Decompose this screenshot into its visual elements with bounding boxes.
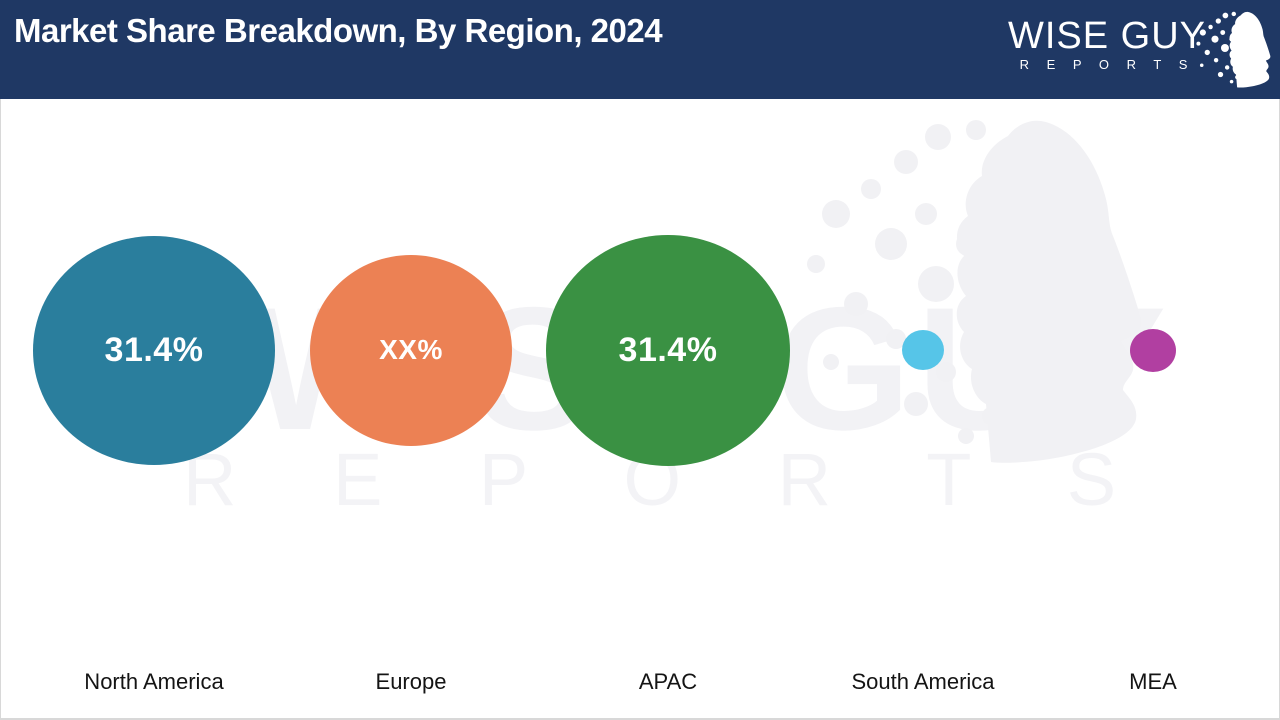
bubble-value-north-america: 31.4% (104, 330, 204, 369)
logo-text: WISE GUY R E P O R T S (1008, 16, 1206, 74)
logo-face-icon (1196, 11, 1271, 88)
bubble-chart: 31.4% XX% 31.4% (1, 99, 1279, 718)
wise-guy-logo: WISE GUY R E P O R T S (1008, 6, 1274, 94)
category-label-south-america: South America (851, 669, 995, 694)
logo-sub-text: R E P O R T S (1019, 57, 1195, 72)
bubble-apac: 31.4% (546, 234, 790, 466)
header-bar: Market Share Breakdown, By Region, 2024 … (0, 0, 1280, 99)
category-label-apac: APAC (638, 669, 698, 694)
category-label-mea: MEA (1129, 669, 1177, 694)
category-label-europe: Europe (375, 669, 447, 694)
bubble-value-europe: XX% (379, 334, 443, 365)
category-labels: North America Europe APAC South America MEA (1, 99, 1279, 718)
chart-area: WISE GUY R E P O R T S 31.4%XX%31.4% Nor… (1, 99, 1279, 718)
bubble-value-apac: 31.4% (618, 330, 718, 369)
page-title: Market Share Breakdown, By Region, 2024 (14, 12, 663, 49)
bubble-north-america: 31.4% (33, 235, 275, 465)
category-label-north-america: North America (84, 669, 224, 694)
bubble-europe: XX% (310, 254, 512, 446)
logo-brand-text: WISE GUY (1007, 15, 1206, 57)
